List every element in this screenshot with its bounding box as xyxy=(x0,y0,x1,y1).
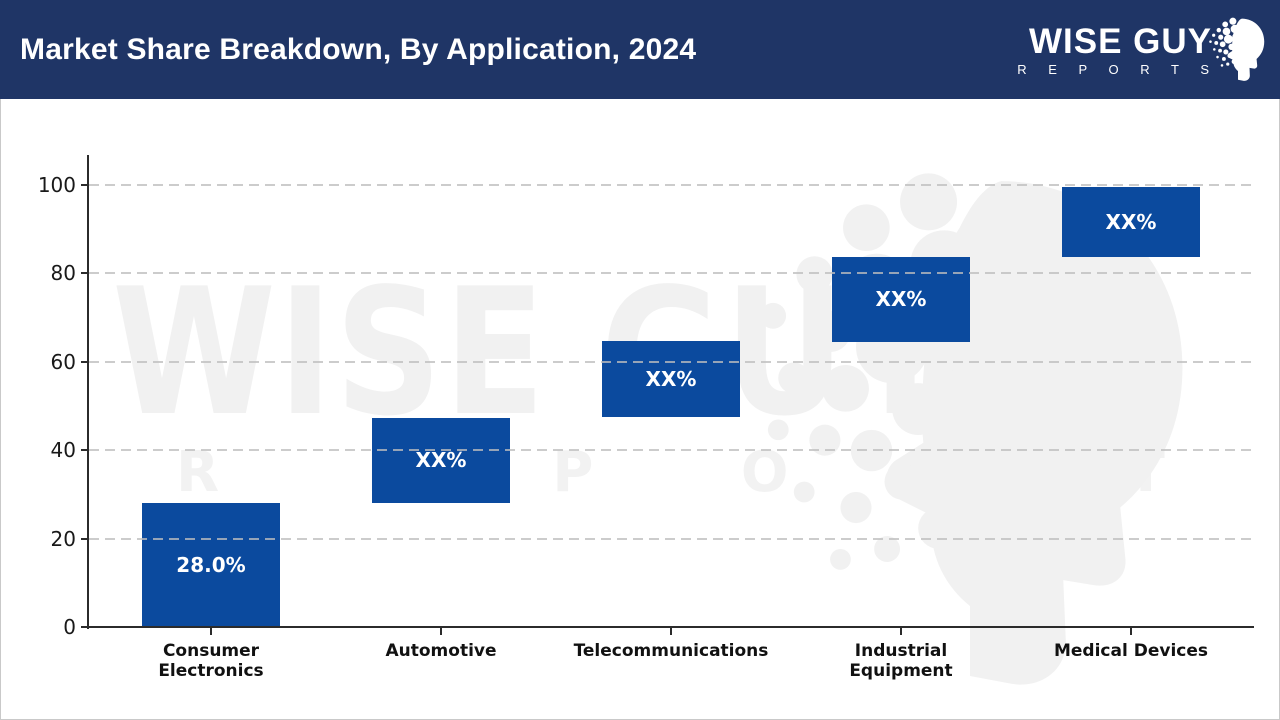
gridline-40 xyxy=(89,449,1253,452)
y-tick-60 xyxy=(81,360,88,363)
y-tick-label-0: 0 xyxy=(63,615,76,639)
x-tick-automotive xyxy=(440,628,442,635)
y-axis-line xyxy=(87,155,89,629)
x-tick-label-telecommunications: Telecommunications xyxy=(573,641,769,661)
gridline-20 xyxy=(89,537,1253,540)
bar-automotive: XX% xyxy=(372,417,510,504)
y-tick-label-20: 20 xyxy=(50,526,76,551)
logo-primary-text: WISE GUY xyxy=(1028,21,1212,61)
y-tick-label-40: 40 xyxy=(50,438,76,463)
x-tick-consumer-electronics xyxy=(210,628,212,635)
bar-label-industrial-equipment: XX% xyxy=(875,287,927,312)
y-tick-label-80: 80 xyxy=(50,261,76,286)
y-tick-20 xyxy=(81,537,88,540)
x-tick-industrial-equipment xyxy=(900,628,902,635)
x-tick-label-medical-devices: Medical Devices xyxy=(1053,641,1208,661)
bar-label-automotive: XX% xyxy=(415,448,467,473)
bar-medical-devices: XX% xyxy=(1062,186,1200,257)
y-tick-80 xyxy=(81,272,88,275)
y-tick-100 xyxy=(81,184,88,187)
wiseguy-head-dots-icon xyxy=(1209,17,1265,81)
bar-consumer-electronics: 28.0% xyxy=(142,503,280,627)
x-tick-label-industrial-equipment: Industrial Equipment xyxy=(849,641,953,681)
x-tick-label-automotive: Automotive xyxy=(385,641,497,661)
header-bar: Market Share Breakdown, By Application, … xyxy=(0,0,1280,99)
gridline-60 xyxy=(89,360,1253,363)
bar-label-consumer-electronics: 28.0% xyxy=(176,553,246,578)
bar-label-telecommunications: XX% xyxy=(645,367,697,392)
page-title: Market Share Breakdown, By Application, … xyxy=(20,32,697,66)
x-axis-line xyxy=(87,626,1254,628)
x-tick-medical-devices xyxy=(1130,628,1132,635)
gridline-100 xyxy=(89,184,1253,187)
logo-secondary-text: R E P O R T S xyxy=(1017,61,1218,77)
y-tick-label-60: 60 xyxy=(50,349,76,374)
x-tick-label-consumer-electronics: Consumer Electronics xyxy=(158,641,264,681)
logo-text: WISE GUY R E P O R T S xyxy=(1017,21,1212,77)
y-tick-40 xyxy=(81,449,88,452)
y-tick-label-100: 100 xyxy=(37,173,76,198)
x-tick-telecommunications xyxy=(670,628,672,635)
bar-label-medical-devices: XX% xyxy=(1105,209,1157,234)
gridline-80 xyxy=(89,272,1253,275)
bar-industrial-equipment: XX% xyxy=(832,256,970,342)
y-tick-0 xyxy=(81,626,88,628)
wiseguy-logo: WISE GUY R E P O R T S xyxy=(1017,4,1270,96)
bar-telecommunications: XX% xyxy=(602,341,740,418)
